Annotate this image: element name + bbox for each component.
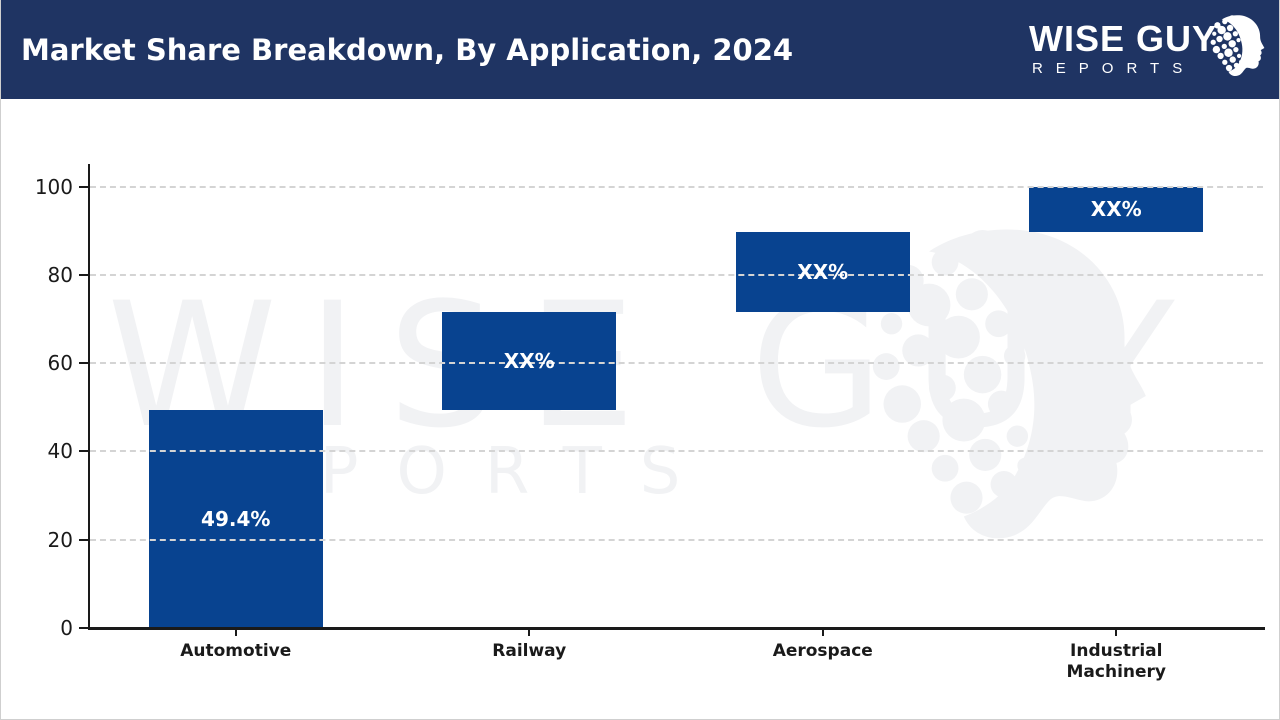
y-tick-label: 0 [60,616,73,640]
bar-value-label: XX% [503,348,555,373]
y-tick-label: 60 [47,351,73,376]
y-axis-line [88,164,90,629]
gridline-y80 [90,273,1263,276]
y-tickmark [79,362,88,365]
x-axis-line [88,627,1265,630]
gridline-y20 [90,538,1263,541]
y-tickmark [79,450,88,453]
brand-logo: WISE GUY REPORTS [1029,7,1267,89]
page-title: Market Share Breakdown, By Application, … [21,32,794,67]
bar-industrial-machinery [1029,186,1204,232]
bar-value-label: XX% [1090,197,1142,222]
y-tick-label: 100 [34,174,73,199]
gridline-y100 [90,185,1263,188]
x-category-label: Industrial Machinery [1066,641,1167,682]
x-tickmark [528,628,531,636]
header-band: Market Share Breakdown, By Application, … [1,0,1279,99]
x-category-label: Automotive [180,641,292,661]
x-tickmark [1115,628,1118,636]
logo-subtitle: REPORTS [1031,59,1196,77]
gridline-y40 [90,450,1263,453]
x-tickmark [821,628,824,636]
logo-wordmark: WISE GUY [1028,17,1217,59]
bar-value-label: XX% [797,259,849,284]
y-tick-label: 20 [47,527,73,552]
bar-aerospace [735,231,910,312]
y-tickmark [79,185,88,188]
gridline-y60 [90,362,1263,365]
x-tickmark [234,628,237,636]
x-category-label: Railway [492,641,567,661]
y-tick-label: 80 [47,262,73,287]
bar-railway [442,311,617,410]
x-category-label: Aerospace [772,641,873,661]
bar-automotive [148,409,323,628]
bar-value-label: 49.4% [201,506,271,531]
y-tickmark [79,273,88,276]
y-tickmark [79,538,88,541]
y-tick-label: 40 [47,439,73,464]
y-tickmark [79,627,88,629]
